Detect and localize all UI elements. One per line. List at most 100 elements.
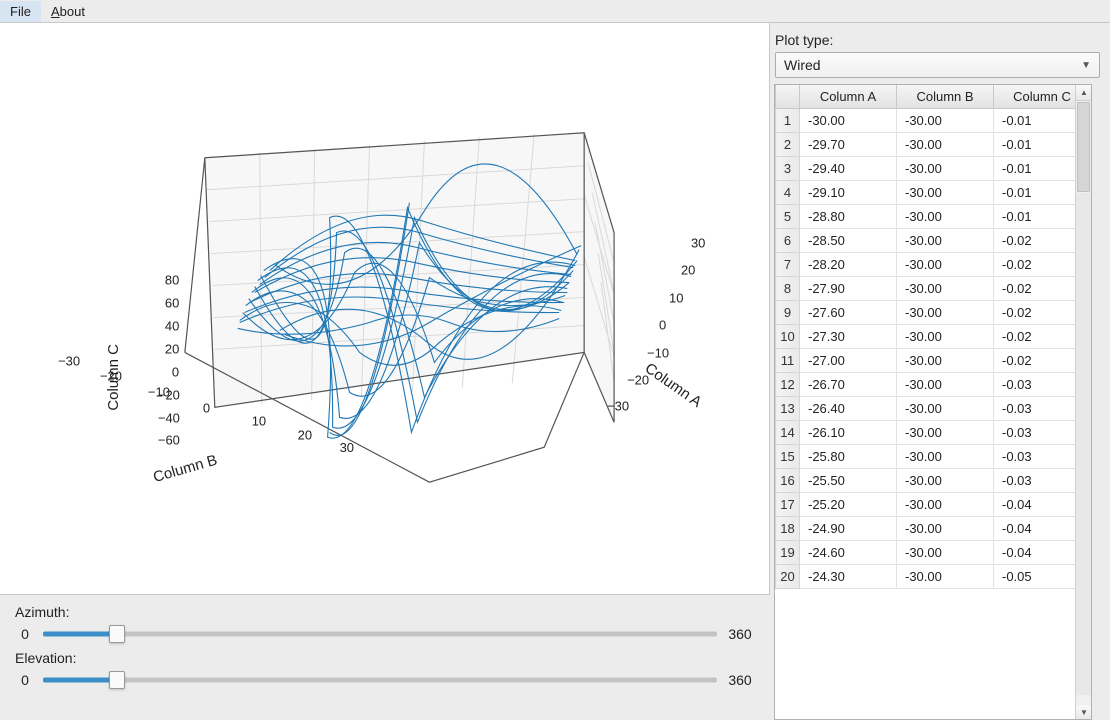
svg-text:20: 20 [298,427,312,442]
table-cell-b[interactable]: -30.00 [897,541,994,565]
table-cell-b[interactable]: -30.00 [897,493,994,517]
table-row[interactable]: 10 -27.30 -30.00 -0.02 [776,325,1091,349]
azimuth-max-label: 360 [725,626,755,642]
elevation-label: Elevation: [15,650,755,666]
table-cell-a[interactable]: -24.60 [800,541,897,565]
table-cell-a[interactable]: -26.10 [800,421,897,445]
table-cell-b[interactable]: -30.00 [897,373,994,397]
table-cell-a[interactable]: -28.20 [800,253,897,277]
wireframe-plot-svg: 80 60 40 20 0 −20 −40 −60 Column C −30 −… [0,23,769,594]
scrollbar-thumb[interactable] [1077,102,1090,192]
table-cell-a[interactable]: -24.90 [800,517,897,541]
table-cell-b[interactable]: -30.00 [897,517,994,541]
row-index: 8 [776,277,800,301]
table-cell-a[interactable]: -26.70 [800,373,897,397]
table-row[interactable]: 7 -28.20 -30.00 -0.02 [776,253,1091,277]
table-cell-b[interactable]: -30.00 [897,229,994,253]
svg-text:80: 80 [165,273,179,288]
table-cell-a[interactable]: -27.00 [800,349,897,373]
table-row[interactable]: 18 -24.90 -30.00 -0.04 [776,517,1091,541]
table-cell-a[interactable]: -24.30 [800,565,897,589]
menu-about[interactable]: About [41,1,95,22]
column-header-a[interactable]: Column A [800,85,897,109]
table-cell-a[interactable]: -25.20 [800,493,897,517]
plot-type-dropdown[interactable]: Wired ▼ [775,52,1100,78]
table-cell-a[interactable]: -27.60 [800,301,897,325]
column-header-b[interactable]: Column B [897,85,994,109]
table-row[interactable]: 19 -24.60 -30.00 -0.04 [776,541,1091,565]
svg-text:−60: −60 [158,432,180,447]
table-row[interactable]: 17 -25.20 -30.00 -0.04 [776,493,1091,517]
svg-text:−20: −20 [100,368,122,383]
data-table[interactable]: Column A Column B Column C 1 -30.00 -30.00… [775,85,1091,589]
table-row[interactable]: 2 -29.70 -30.00 -0.01 [776,133,1091,157]
menu-file[interactable]: File [0,1,41,22]
svg-text:10: 10 [252,413,266,428]
table-row[interactable]: 11 -27.00 -30.00 -0.02 [776,349,1091,373]
table-cell-b[interactable]: -30.00 [897,469,994,493]
scrollbar-down-arrow[interactable]: ▼ [1076,705,1092,720]
table-scrollbar[interactable]: ▲ ▼ [1075,85,1091,720]
table-row[interactable]: 9 -27.60 -30.00 -0.02 [776,301,1091,325]
table-row[interactable]: 20 -24.30 -30.00 -0.05 [776,565,1091,589]
scrollbar-track[interactable] [1076,193,1092,695]
table-cell-b[interactable]: -30.00 [897,301,994,325]
row-index: 18 [776,517,800,541]
table-cell-a[interactable]: -29.10 [800,181,897,205]
table-row[interactable]: 15 -25.80 -30.00 -0.03 [776,445,1091,469]
row-index: 6 [776,229,800,253]
table-cell-b[interactable]: -30.00 [897,157,994,181]
table-cell-b[interactable]: -30.00 [897,565,994,589]
svg-text:−10: −10 [647,345,669,360]
azimuth-slider[interactable] [43,624,717,644]
table-cell-b[interactable]: -30.00 [897,253,994,277]
svg-text:0: 0 [203,400,210,415]
table-cell-b[interactable]: -30.00 [897,325,994,349]
table-cell-b[interactable]: -30.00 [897,445,994,469]
table-row[interactable]: 12 -26.70 -30.00 -0.03 [776,373,1091,397]
table-row[interactable]: 14 -26.10 -30.00 -0.03 [776,421,1091,445]
svg-text:−30: −30 [607,398,629,413]
svg-text:30: 30 [340,440,354,455]
table-cell-a[interactable]: -30.00 [800,109,897,133]
scrollbar-up-arrow[interactable]: ▲ [1076,85,1092,101]
row-index: 2 [776,133,800,157]
svg-text:40: 40 [165,318,179,333]
svg-text:−40: −40 [158,410,180,425]
table-cell-a[interactable]: -26.40 [800,397,897,421]
table-cell-a[interactable]: -27.30 [800,325,897,349]
table-cell-b[interactable]: -30.00 [897,205,994,229]
table-row[interactable]: 13 -26.40 -30.00 -0.03 [776,397,1091,421]
table-cell-b[interactable]: -30.00 [897,181,994,205]
elevation-slider[interactable] [43,670,717,690]
table-cell-a[interactable]: -28.50 [800,229,897,253]
table-cell-a[interactable]: -27.90 [800,277,897,301]
table-row[interactable]: 8 -27.90 -30.00 -0.02 [776,277,1091,301]
svg-text:60: 60 [165,296,179,311]
table-cell-b[interactable]: -30.00 [897,133,994,157]
table-row[interactable]: 16 -25.50 -30.00 -0.03 [776,469,1091,493]
table-cell-b[interactable]: -30.00 [897,277,994,301]
table-row[interactable]: 3 -29.40 -30.00 -0.01 [776,157,1091,181]
app-window: File About [0,0,1110,720]
table-cell-a[interactable]: -29.70 [800,133,897,157]
table-row[interactable]: 6 -28.50 -30.00 -0.02 [776,229,1091,253]
row-index: 20 [776,565,800,589]
table-cell-b[interactable]: -30.00 [897,397,994,421]
table-cell-a[interactable]: -29.40 [800,157,897,181]
table-cell-b[interactable]: -30.00 [897,421,994,445]
table-cell-b[interactable]: -30.00 [897,349,994,373]
data-table-container[interactable]: Column A Column B Column C 1 -30.00 -30.00… [774,84,1092,720]
plot-3d-canvas: 80 60 40 20 0 −20 −40 −60 Column C −30 −… [0,23,770,595]
table-cell-a[interactable]: -25.80 [800,445,897,469]
table-cell-a[interactable]: -28.80 [800,205,897,229]
table-cell-a[interactable]: -25.50 [800,469,897,493]
chevron-down-icon: ▼ [1081,60,1091,71]
y-axis-label: Column A [642,360,705,411]
row-index: 11 [776,349,800,373]
table-row[interactable]: 5 -28.80 -30.00 -0.01 [776,205,1091,229]
table-cell-b[interactable]: -30.00 [897,109,994,133]
row-index: 4 [776,181,800,205]
table-row[interactable]: 4 -29.10 -30.00 -0.01 [776,181,1091,205]
table-row[interactable]: 1 -30.00 -30.00 -0.01 [776,109,1091,133]
